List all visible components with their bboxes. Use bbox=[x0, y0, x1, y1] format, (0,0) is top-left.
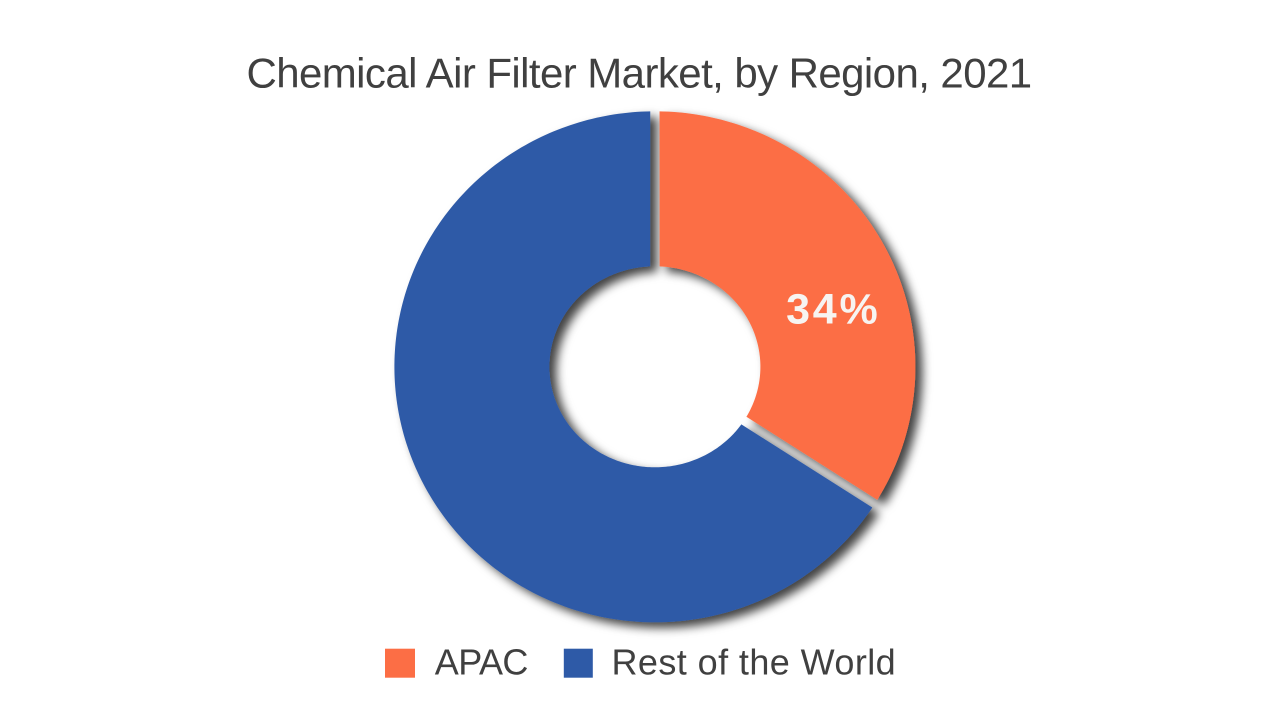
svg-text:Rest of the World: Rest of the World bbox=[612, 642, 897, 683]
svg-text:APAC: APAC bbox=[435, 642, 528, 683]
svg-text:Chemical Air Filter Market, by: Chemical Air Filter Market, by Region, 2… bbox=[246, 50, 1031, 97]
svg-text:34%: 34% bbox=[786, 285, 880, 333]
